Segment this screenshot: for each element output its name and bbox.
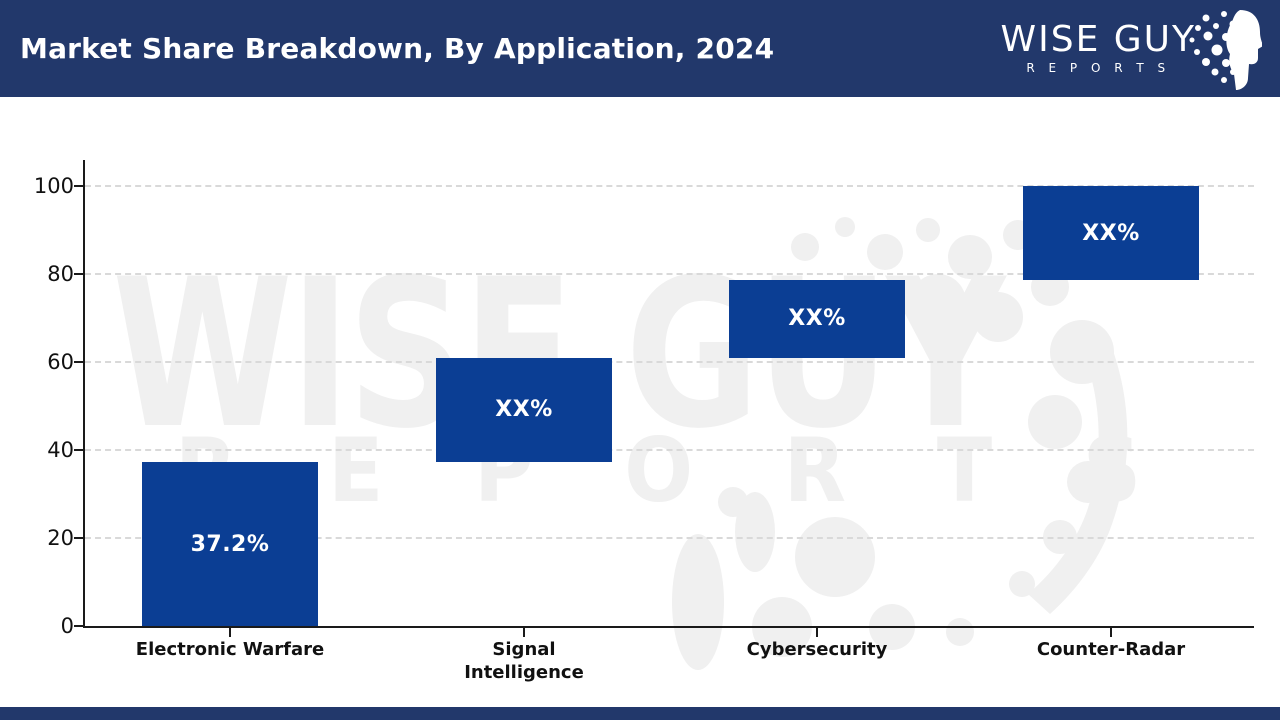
chart-area: WISE GUY R E P O R T S 0 20 40 60 80 100 37.2%… bbox=[0, 97, 1280, 707]
y-tick-label: 80 bbox=[47, 262, 74, 286]
logo-subtitle: R E P O R T S bbox=[1026, 61, 1171, 75]
grid-line bbox=[85, 449, 1254, 451]
grid-line bbox=[85, 537, 1254, 539]
bar-value-label: XX% bbox=[495, 397, 553, 423]
header-bar: Market Share Breakdown, By Application, … bbox=[0, 0, 1280, 97]
y-tick-label: 40 bbox=[47, 438, 74, 462]
bar-value-label: XX% bbox=[788, 306, 846, 332]
grid-line bbox=[85, 273, 1254, 275]
y-axis-tick bbox=[74, 449, 83, 451]
watermark-reports: R E P O R T S bbox=[175, 419, 1173, 522]
y-tick-label: 100 bbox=[33, 174, 74, 198]
y-axis-line bbox=[83, 160, 85, 628]
wise-guy-logo: WISE GUY R E P O R T S bbox=[1000, 6, 1262, 92]
grid-line bbox=[85, 361, 1254, 363]
x-axis-tick bbox=[1110, 628, 1112, 637]
logo-name: WISE GUY bbox=[1000, 19, 1196, 60]
y-axis-tick bbox=[74, 185, 83, 187]
bar-1: 37.2% bbox=[142, 462, 318, 626]
y-tick-label: 20 bbox=[47, 526, 74, 550]
x-axis-tick bbox=[229, 628, 231, 637]
x-category-label: Cybersecurity bbox=[746, 639, 888, 660]
bar-3: XX% bbox=[729, 280, 905, 358]
y-axis-tick bbox=[74, 273, 83, 275]
x-axis-line bbox=[83, 626, 1254, 628]
x-category-label: Counter-Radar bbox=[1036, 639, 1186, 660]
plot: 0 20 40 60 80 100 37.2% XX% XX% XX% Electronic War… bbox=[0, 97, 1280, 707]
footer-bar bbox=[0, 707, 1280, 720]
x-category-label: Electronic Warfare bbox=[135, 639, 325, 660]
bar-2: XX% bbox=[436, 357, 612, 463]
x-axis-tick bbox=[523, 628, 525, 637]
y-axis-tick bbox=[74, 361, 83, 363]
x-axis-tick bbox=[816, 628, 818, 637]
x-category-label: Signal Intelligence bbox=[464, 639, 584, 683]
grid-line bbox=[85, 185, 1254, 187]
bar-value-label: XX% bbox=[1082, 220, 1140, 246]
logo-text: WISE GUY R E P O R T S bbox=[1000, 19, 1197, 76]
dotted-head-icon bbox=[1189, 9, 1262, 90]
chart-title: Market Share Breakdown, By Application, … bbox=[20, 32, 775, 65]
y-tick-label: 60 bbox=[47, 350, 74, 374]
bar-value-label: 37.2% bbox=[190, 531, 270, 557]
y-axis-tick bbox=[74, 537, 83, 539]
y-axis-tick bbox=[74, 625, 83, 627]
bar-4: XX% bbox=[1023, 186, 1199, 281]
y-tick-label: 0 bbox=[60, 614, 74, 638]
